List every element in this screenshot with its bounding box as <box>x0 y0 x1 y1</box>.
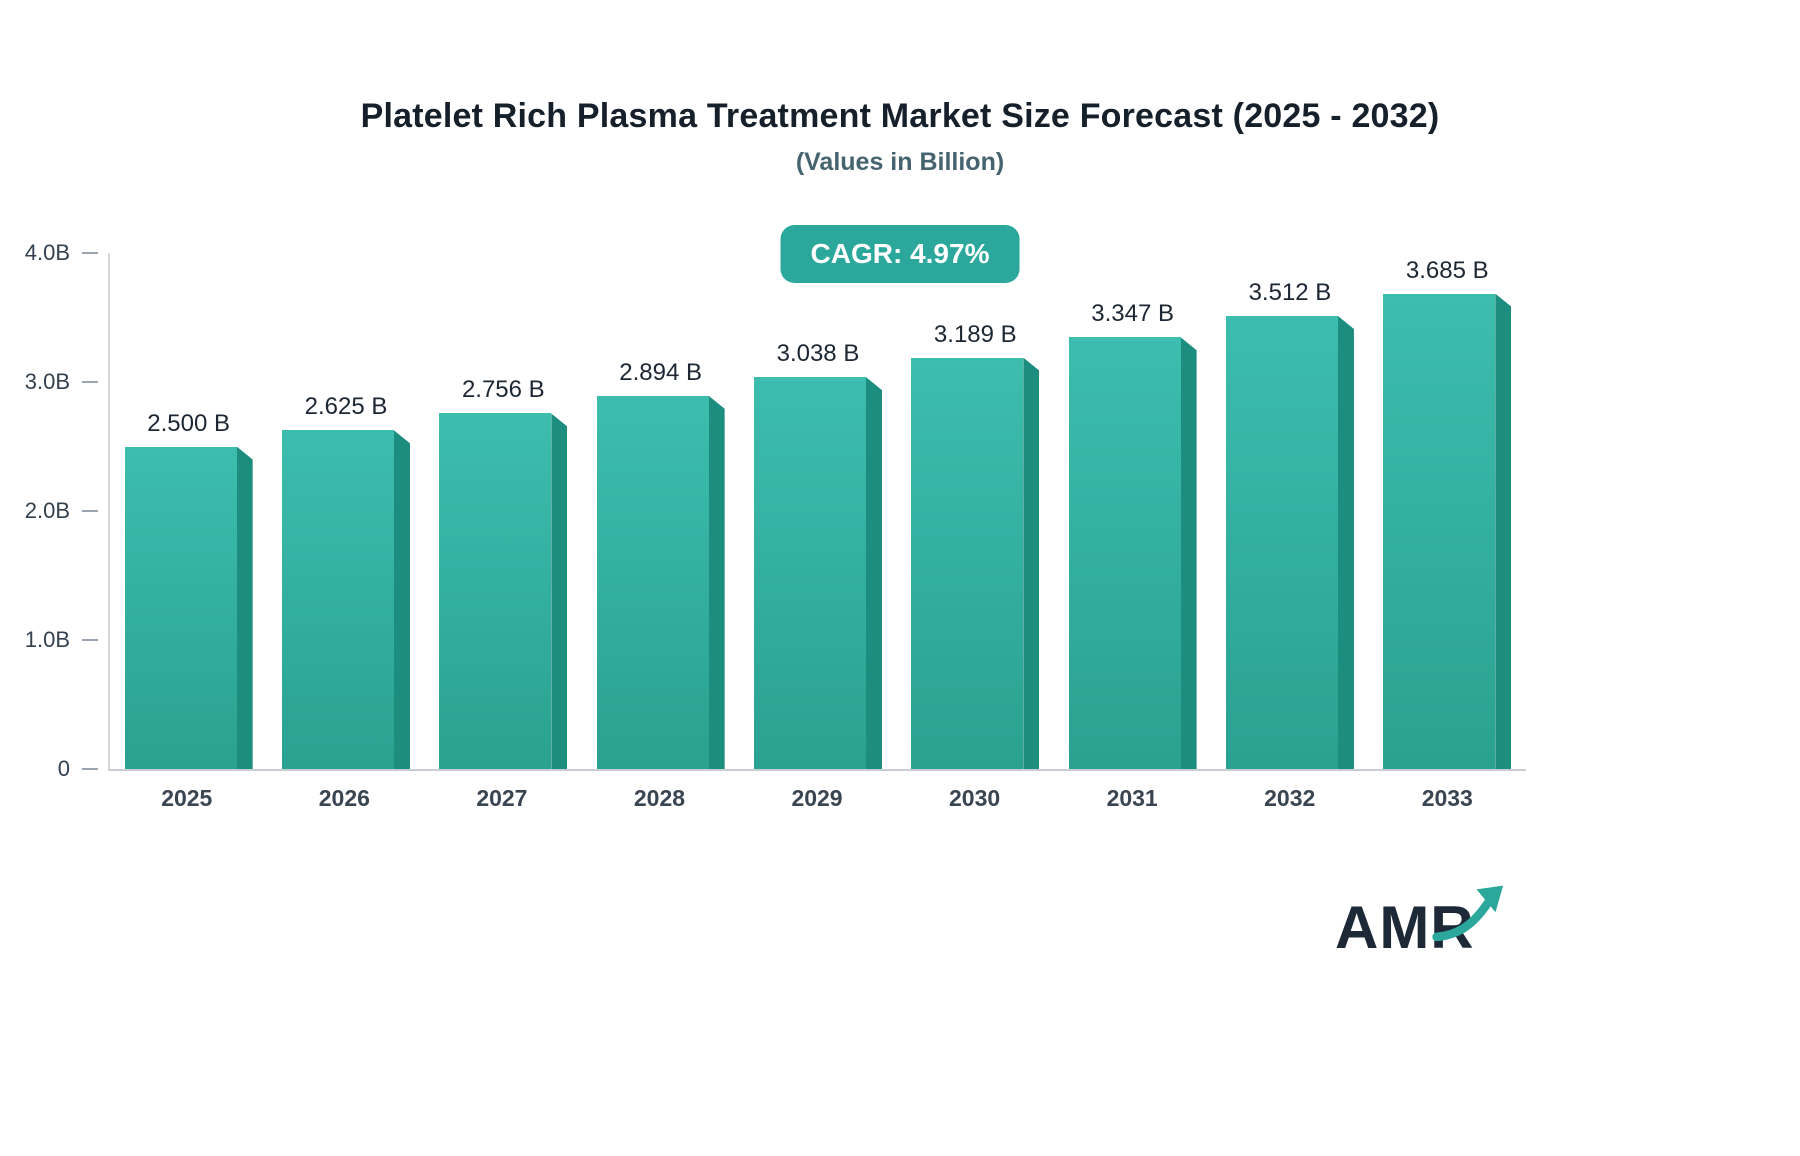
bar: 3.512 B <box>1225 253 1354 769</box>
bar-face <box>439 413 552 769</box>
y-tick-mark <box>82 768 98 770</box>
y-tick-label: 3.0B <box>24 369 70 394</box>
y-axis: 0 1.0B 2.0B 3.0B 4.0B <box>0 240 110 781</box>
bar-slot: 3.347 B <box>1054 253 1211 769</box>
bar-body <box>439 413 568 769</box>
bar: 3.347 B <box>1068 253 1197 769</box>
bar: 3.038 B <box>753 253 882 769</box>
bar-slot: 2.756 B <box>425 253 582 769</box>
bar-face <box>1225 315 1338 769</box>
x-axis-label: 2028 <box>633 785 686 811</box>
bar-face <box>1383 293 1496 769</box>
bar-side-shadow <box>1337 315 1354 769</box>
bar: 2.500 B <box>124 253 253 769</box>
x-axis: 2025 2026 2027 2028 2029 2030 2031 2032 2033 <box>108 785 1526 812</box>
y-tick-label: 4.0B <box>24 240 70 265</box>
y-tick-mark <box>82 510 98 512</box>
bar-side-shadow <box>393 430 410 769</box>
y-tick-mark <box>82 639 98 641</box>
bar-side-shadow <box>865 377 882 769</box>
bar: 2.625 B <box>281 253 410 769</box>
page-title: Platelet Rich Plasma Treatment Market Si… <box>360 97 1440 135</box>
bar-value-label: 2.756 B <box>461 376 545 404</box>
x-axis-label: 2026 <box>318 785 370 811</box>
bar-value-label: 2.625 B <box>304 393 388 421</box>
bar-body <box>1225 315 1354 769</box>
bar-face <box>1068 337 1181 769</box>
bar-slot: 2.894 B <box>582 253 739 769</box>
bar-slot: 3.685 B <box>1369 253 1526 769</box>
y-tick: 2.0B <box>22 498 98 524</box>
bar-slot: 2.625 B <box>267 253 424 769</box>
x-axis-label: 2032 <box>1264 785 1316 811</box>
bar-slot: 3.189 B <box>897 253 1054 769</box>
bar-body <box>753 377 882 769</box>
bar-body <box>596 395 725 769</box>
bar-value-label: 3.038 B <box>776 340 860 368</box>
x-axis-label: 2029 <box>791 785 843 811</box>
bar-value-label: 3.512 B <box>1248 278 1332 306</box>
bar: 2.756 B <box>439 253 568 769</box>
x-axis-label: 2027 <box>476 785 528 811</box>
bar-side-shadow <box>1023 357 1040 769</box>
y-tick-mark <box>82 252 98 254</box>
y-tick-label: 2.0B <box>24 498 70 523</box>
bar-face <box>281 430 394 769</box>
bar-value-label: 3.189 B <box>933 320 1017 348</box>
y-tick: 3.0B <box>22 369 98 395</box>
y-tick: 1.0B <box>22 627 98 653</box>
bar-face <box>596 395 709 769</box>
x-axis-label: 2033 <box>1421 785 1473 811</box>
bar-slot: 2.500 B <box>110 253 267 769</box>
bar-value-label: 3.685 B <box>1405 256 1489 284</box>
bar-side-shadow <box>708 395 725 769</box>
y-tick: 4.0B <box>22 240 98 266</box>
x-axis-label: 2030 <box>949 785 1001 811</box>
y-tick-label: 0 <box>57 756 70 781</box>
y-tick-mark <box>82 381 98 383</box>
y-tick-label: 1.0B <box>24 627 70 652</box>
bar-side-shadow <box>1180 337 1197 769</box>
bar-body <box>911 357 1040 769</box>
growth-arrow-icon <box>1431 885 1503 942</box>
logo-text: AMR <box>1335 894 1475 961</box>
bars-container: 2.500 B 2.625 B 2.756 B 2.894 B 3.038 B 3.189… <box>110 253 1526 769</box>
bar: 2.894 B <box>596 253 725 769</box>
bar: 3.189 B <box>911 253 1040 769</box>
bar-slot: 3.512 B <box>1211 253 1368 769</box>
bar-side-shadow <box>551 413 568 769</box>
bar-face <box>753 377 866 769</box>
bar-value-label: 2.894 B <box>619 358 702 386</box>
bar-body <box>1068 337 1197 769</box>
bar-side-shadow <box>1495 293 1512 769</box>
bar-face <box>124 446 237 769</box>
x-axis-label: 2031 <box>1106 785 1158 811</box>
y-tick: 0 <box>22 756 98 782</box>
bar-body <box>281 430 410 769</box>
bar-value-label: 3.347 B <box>1091 300 1174 328</box>
amr-logo: AMR <box>1335 885 1503 962</box>
page-subtitle: (Values in Billion) <box>795 148 1005 176</box>
bar-side-shadow <box>236 446 253 769</box>
bar: 3.685 B <box>1383 253 1512 769</box>
cagr-badge: CAGR: 4.97% <box>780 225 1020 283</box>
bar-value-label: 2.500 B <box>147 409 231 437</box>
bar-slot: 3.038 B <box>739 253 896 769</box>
bar-face <box>911 357 1024 769</box>
x-axis-label: 2025 <box>161 785 213 811</box>
bar-body <box>1383 293 1512 769</box>
bar-body <box>124 446 253 769</box>
